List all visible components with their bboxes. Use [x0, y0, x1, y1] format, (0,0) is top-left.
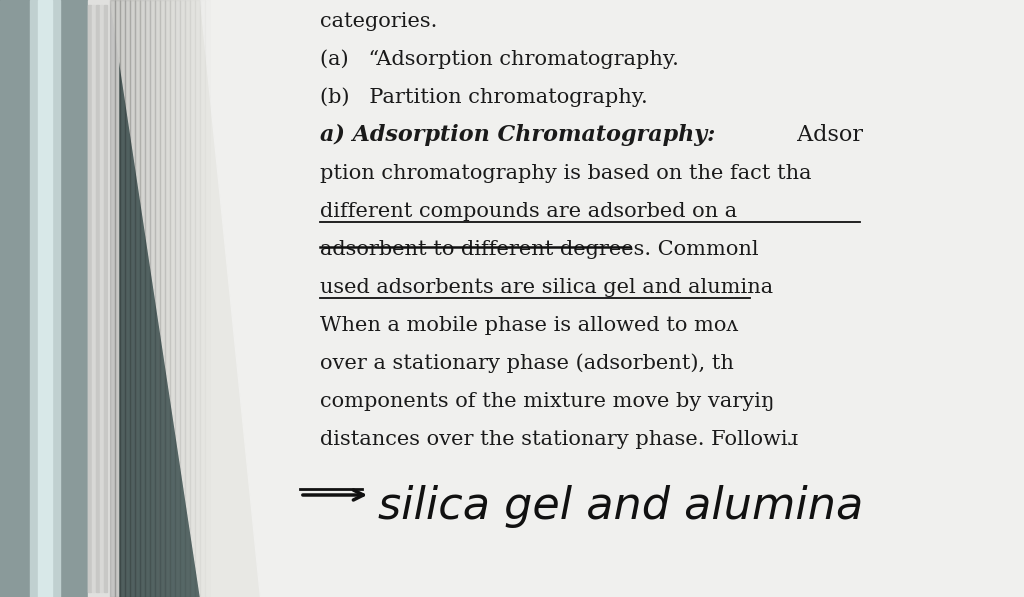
Bar — [190, 0, 195, 597]
Bar — [125, 0, 130, 597]
Bar — [155, 0, 160, 597]
Bar — [0, 0, 90, 597]
Bar — [88, 0, 118, 597]
Text: used adsorbents are silica gel and alumina: used adsorbents are silica gel and alumi… — [319, 278, 773, 297]
Text: components of the mixture move by varyiŋ: components of the mixture move by varyiŋ — [319, 392, 774, 411]
Polygon shape — [200, 0, 1024, 597]
Text: categoriеs.: categoriеs. — [319, 12, 437, 31]
Text: different compounds are adsorbed on a: different compounds are adsorbed on a — [319, 202, 737, 221]
Bar — [140, 0, 145, 597]
Text: over a stationary phase (adsorbent), th: over a stationary phase (adsorbent), th — [319, 353, 734, 373]
Text: a) Adsorption Chromatography:: a) Adsorption Chromatography: — [319, 124, 716, 146]
Bar — [170, 0, 175, 597]
Bar — [30, 0, 60, 597]
Polygon shape — [0, 0, 80, 197]
Bar — [195, 0, 200, 597]
Text: (a)   “Adsorption chromatography.: (a) “Adsorption chromatography. — [319, 50, 679, 69]
Bar — [120, 0, 125, 597]
Text: distances over the stationary phase. Followiɹ: distances over the stationary phase. Fol… — [319, 430, 798, 449]
Bar — [135, 0, 140, 597]
Bar — [88, 5, 91, 592]
Bar — [96, 5, 99, 592]
Text: Adsor: Adsor — [790, 124, 863, 146]
Bar — [115, 0, 120, 597]
Bar — [200, 0, 205, 597]
Text: ption chromatography is based on the fact tha: ption chromatography is based on the fac… — [319, 164, 811, 183]
Bar — [110, 0, 115, 597]
Bar — [205, 0, 210, 597]
Bar — [180, 0, 185, 597]
Bar — [92, 5, 95, 592]
Text: adsorbent to different degrees. Commonl: adsorbent to different degrees. Commonl — [319, 240, 759, 259]
Bar — [185, 0, 190, 597]
Bar — [150, 0, 155, 597]
Polygon shape — [110, 0, 1024, 597]
Bar — [160, 0, 165, 597]
Bar — [175, 0, 180, 597]
Bar — [145, 0, 150, 597]
Text: (b)   Partition chromatography.: (b) Partition chromatography. — [319, 87, 648, 107]
Bar — [38, 0, 52, 597]
Text: silica gel and alumina: silica gel and alumina — [378, 485, 863, 528]
Bar — [130, 0, 135, 597]
Bar — [100, 5, 103, 592]
Bar — [165, 0, 170, 597]
Text: When a mobile phase is allowed to moʌ: When a mobile phase is allowed to moʌ — [319, 316, 738, 335]
Bar — [104, 5, 106, 592]
